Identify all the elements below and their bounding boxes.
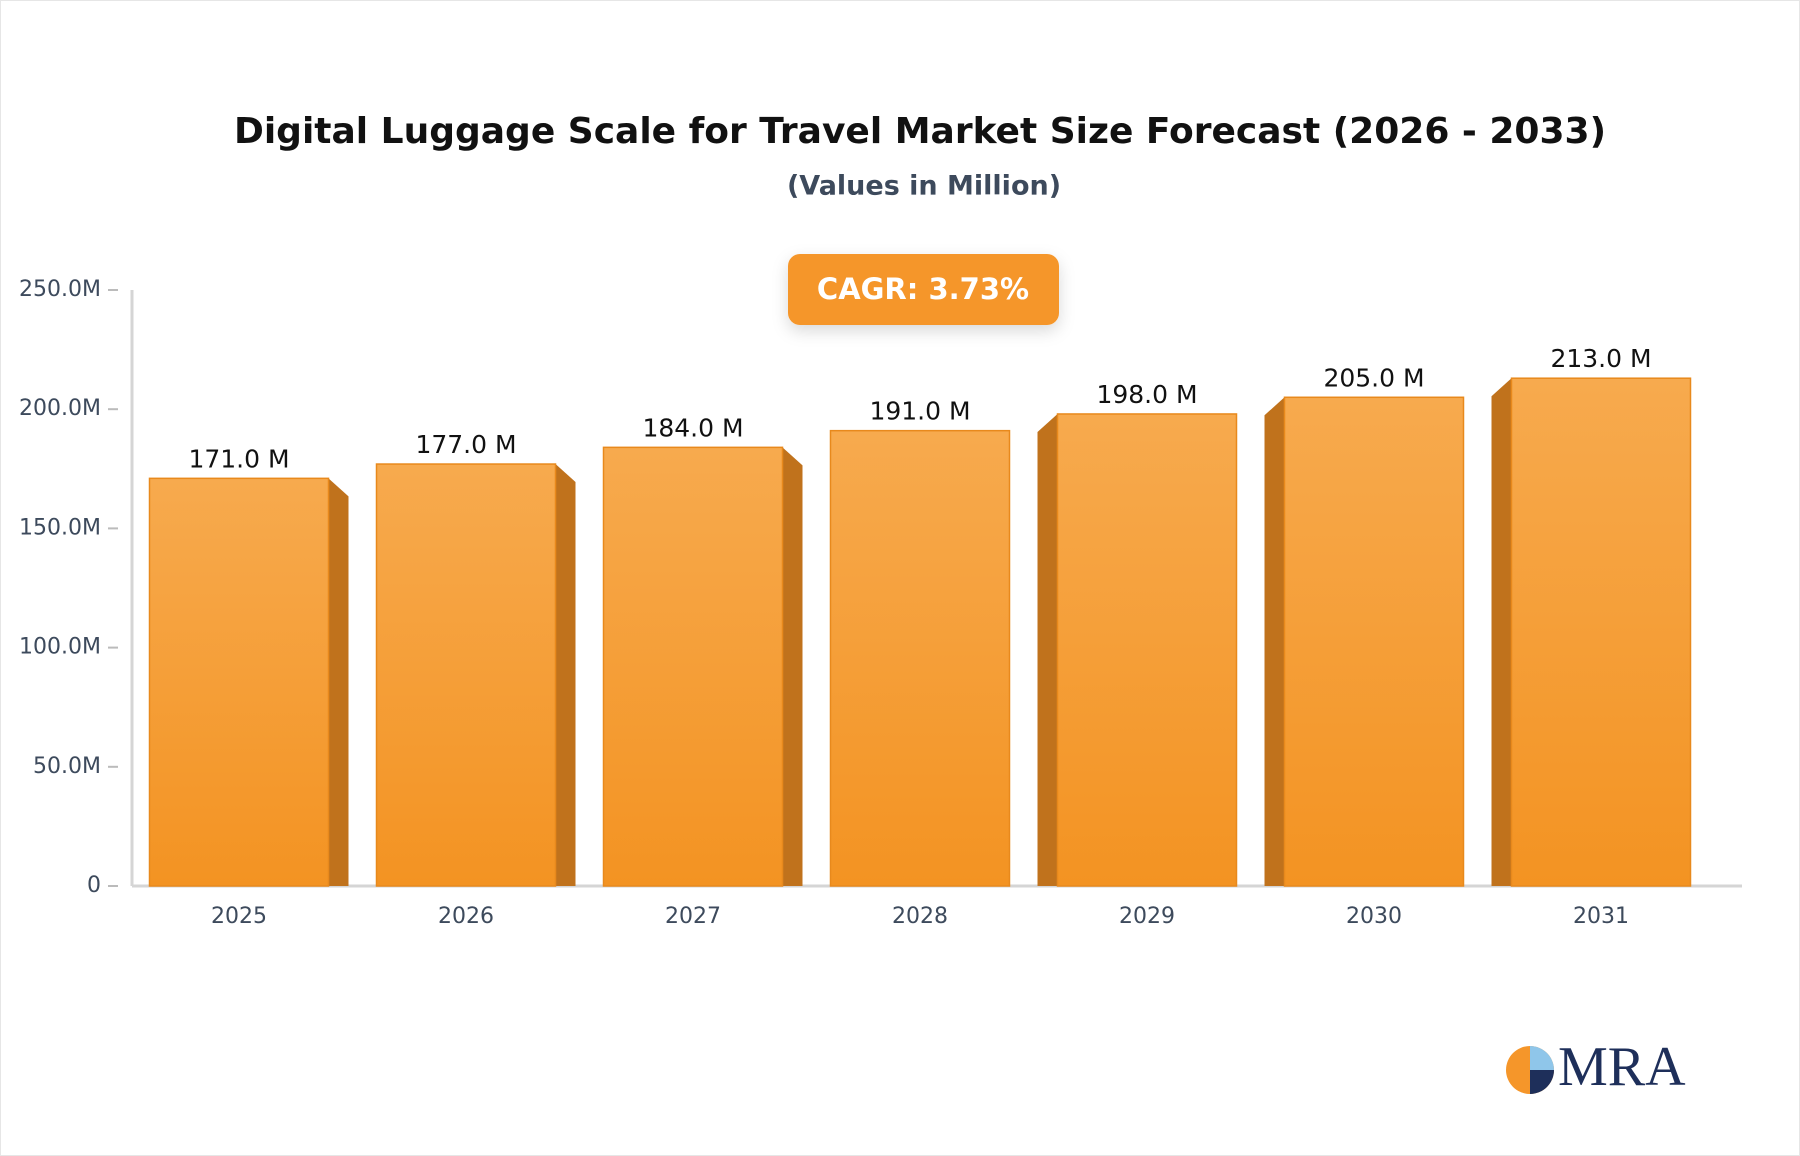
value-label: 205.0 M (1323, 363, 1424, 392)
bar (1056, 413, 1238, 887)
x-tick-label: 2030 (1346, 904, 1402, 929)
bar-side (328, 478, 349, 886)
bar-side (555, 464, 576, 886)
bar-side (1037, 413, 1058, 886)
bar (829, 429, 1011, 887)
x-tick-label: 2029 (1119, 904, 1175, 929)
x-tick-label: 2025 (211, 904, 267, 929)
value-label: 198.0 M (1096, 380, 1197, 409)
y-tick-label: 50.0M (33, 754, 101, 779)
y-tick-label: 150.0M (19, 515, 101, 540)
value-label: 177.0 M (415, 430, 516, 459)
bar-side (1264, 397, 1285, 886)
bar (1283, 396, 1465, 887)
chart-subtitle: (Values in Million) (787, 171, 1061, 202)
value-label: 171.0 M (188, 444, 289, 473)
y-tick-label: 0 (87, 873, 101, 898)
logo-text: MRA (1558, 1036, 1686, 1098)
bar-side (782, 447, 803, 886)
value-label: 184.0 M (642, 413, 743, 442)
cagr-badge (788, 254, 1059, 325)
x-tick-label: 2026 (438, 904, 494, 929)
cagr-label: CAGR: 3.73% (817, 272, 1029, 306)
y-tick-label: 100.0M (19, 635, 101, 660)
logo-icon (1530, 1070, 1554, 1094)
bar (375, 463, 557, 887)
bar-side (1491, 378, 1512, 886)
bar (148, 477, 330, 887)
bar (602, 446, 784, 887)
chart-title: Digital Luggage Scale for Travel Market … (234, 111, 1606, 152)
value-label: 191.0 M (869, 397, 970, 426)
y-tick-label: 200.0M (19, 396, 101, 421)
x-tick-label: 2028 (892, 904, 948, 929)
bar (1510, 377, 1692, 887)
x-tick-label: 2027 (665, 904, 721, 929)
logo-icon (1530, 1046, 1554, 1070)
x-tick-label: 2031 (1573, 904, 1629, 929)
y-tick-label: 250.0M (19, 277, 101, 302)
value-label: 213.0 M (1550, 344, 1651, 373)
